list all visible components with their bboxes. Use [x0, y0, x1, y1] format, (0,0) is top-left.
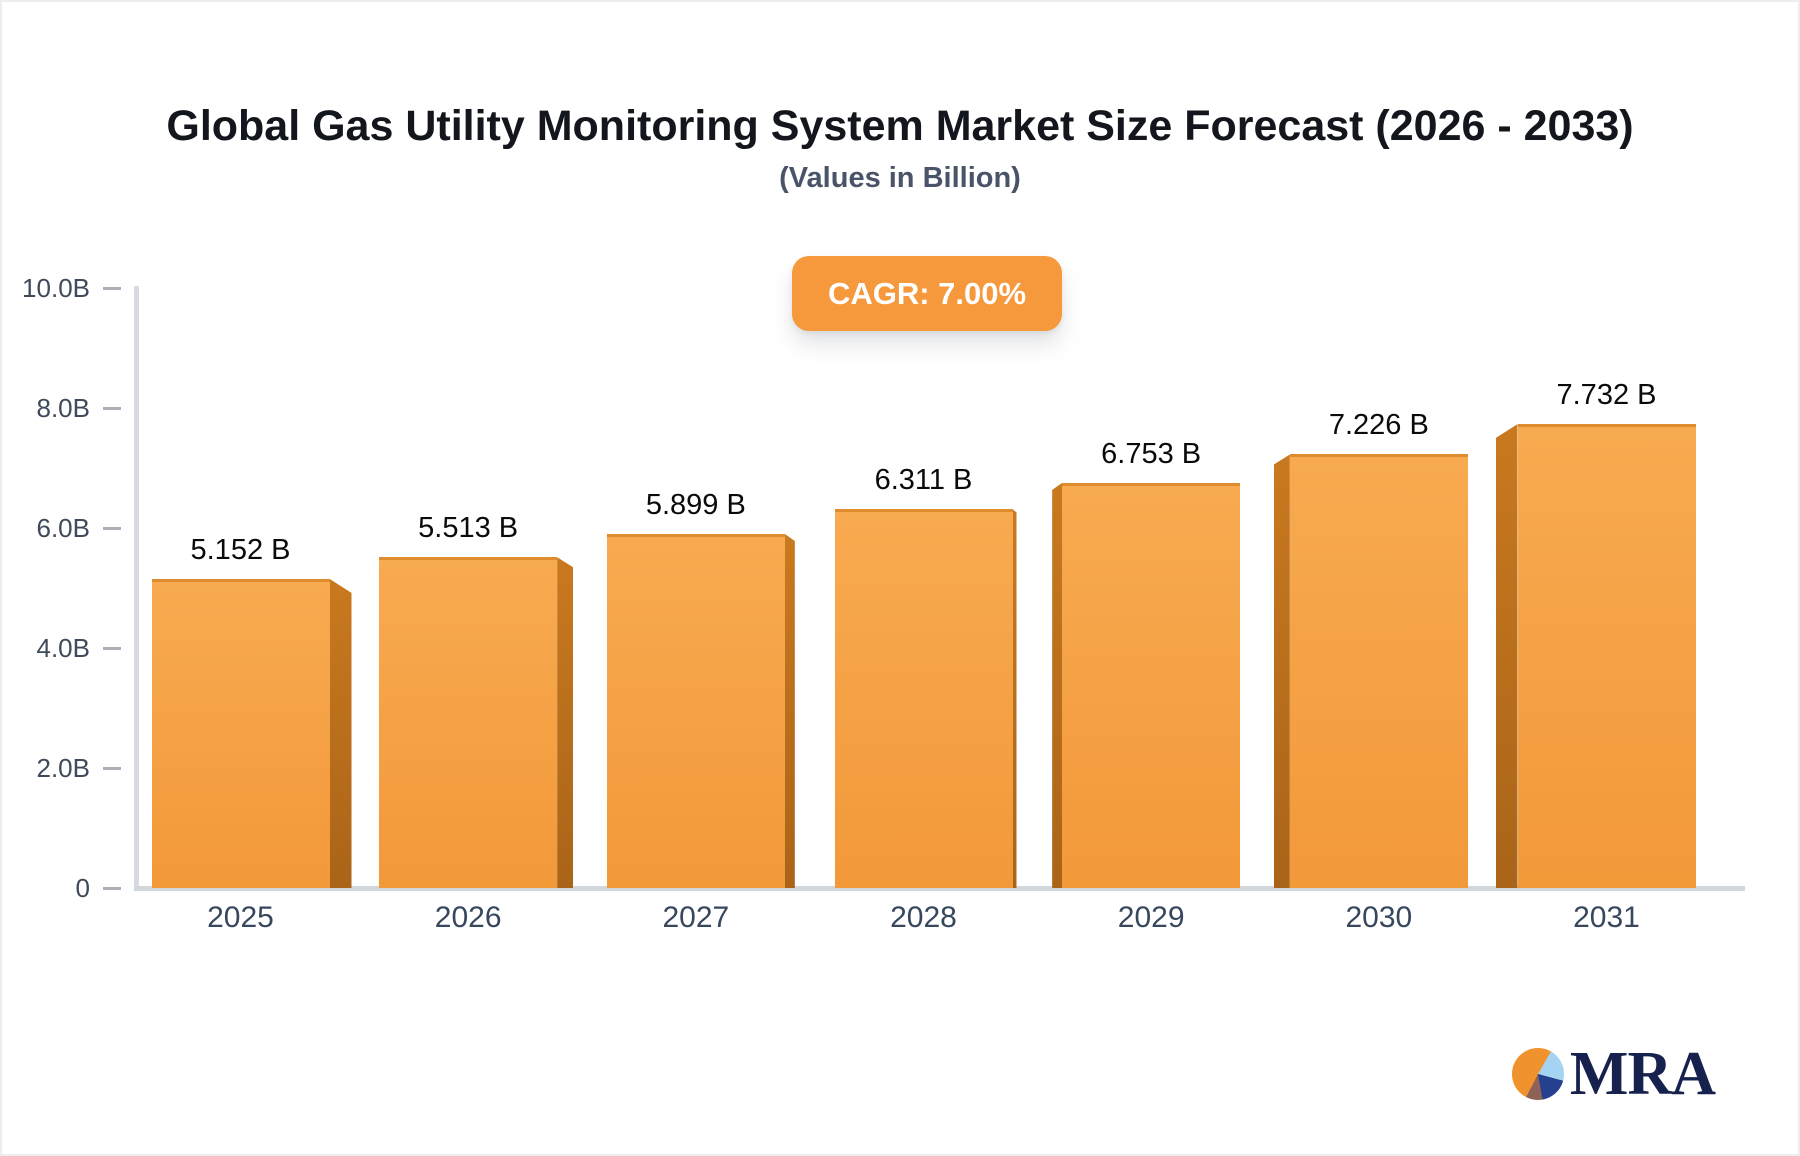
mra-logo: MRA	[1511, 1040, 1716, 1108]
y-tick-label: 10.0B	[22, 273, 90, 303]
bar-side-2026	[557, 557, 574, 888]
pie-chart-icon	[1511, 1048, 1564, 1100]
x-category-label: 2028	[890, 901, 957, 934]
bar-value-label: 5.899 B	[645, 489, 746, 522]
y-axis-line	[134, 286, 139, 891]
x-category-label: 2026	[434, 901, 502, 934]
bar-value-label: 5.152 B	[190, 533, 291, 566]
y-tick-label: 2.0B	[36, 753, 91, 783]
bar-front-2029	[1062, 482, 1241, 888]
bar-front-2031	[1517, 424, 1696, 888]
bar-front-2027	[606, 534, 785, 888]
bar-value-label: 7.226 B	[1328, 409, 1429, 442]
y-tick-label: 4.0B	[36, 633, 91, 663]
chart-title: Global Gas Utility Monitoring System Mar…	[166, 102, 1634, 150]
bar-front-2030	[1289, 454, 1468, 888]
bar-value-label: 6.753 B	[1101, 437, 1202, 470]
bar-value-label: 5.513 B	[418, 512, 519, 545]
cagr-badge: CAGR: 7.00%	[792, 256, 1062, 331]
x-category-label: 2025	[207, 901, 274, 934]
y-tick-mark	[103, 886, 121, 890]
bar-side-2028	[1012, 509, 1017, 888]
bar-side-2027	[784, 534, 795, 888]
x-category-label: 2027	[662, 901, 730, 934]
bar-side-2030	[1273, 454, 1290, 888]
y-tick-mark	[103, 766, 121, 770]
chart-subtitle: (Values in Billion)	[779, 162, 1021, 194]
y-tick-label: 8.0B	[36, 393, 91, 423]
bar-side-2031	[1495, 424, 1518, 888]
y-tick-mark	[103, 406, 121, 410]
bar-side-2029	[1052, 482, 1063, 888]
mra-logo-text: MRA	[1569, 1040, 1716, 1108]
x-category-label: 2029	[1117, 901, 1185, 934]
y-tick-mark	[103, 286, 121, 290]
y-tick-label: 0	[75, 873, 90, 903]
bar-front-2025	[151, 578, 330, 888]
y-tick-mark	[103, 646, 121, 650]
x-axis-line	[134, 886, 1745, 891]
bar-value-label: 6.311 B	[874, 464, 973, 497]
y-tick-label: 6.0B	[36, 513, 91, 543]
bar-side-2025	[329, 578, 352, 888]
x-category-label: 2031	[1573, 901, 1640, 934]
x-category-label: 2030	[1345, 901, 1413, 934]
bar-front-2026	[379, 557, 558, 888]
y-tick-mark	[103, 526, 121, 530]
bar-front-2028	[834, 509, 1013, 888]
bar-value-label: 7.732 B	[1556, 379, 1657, 412]
